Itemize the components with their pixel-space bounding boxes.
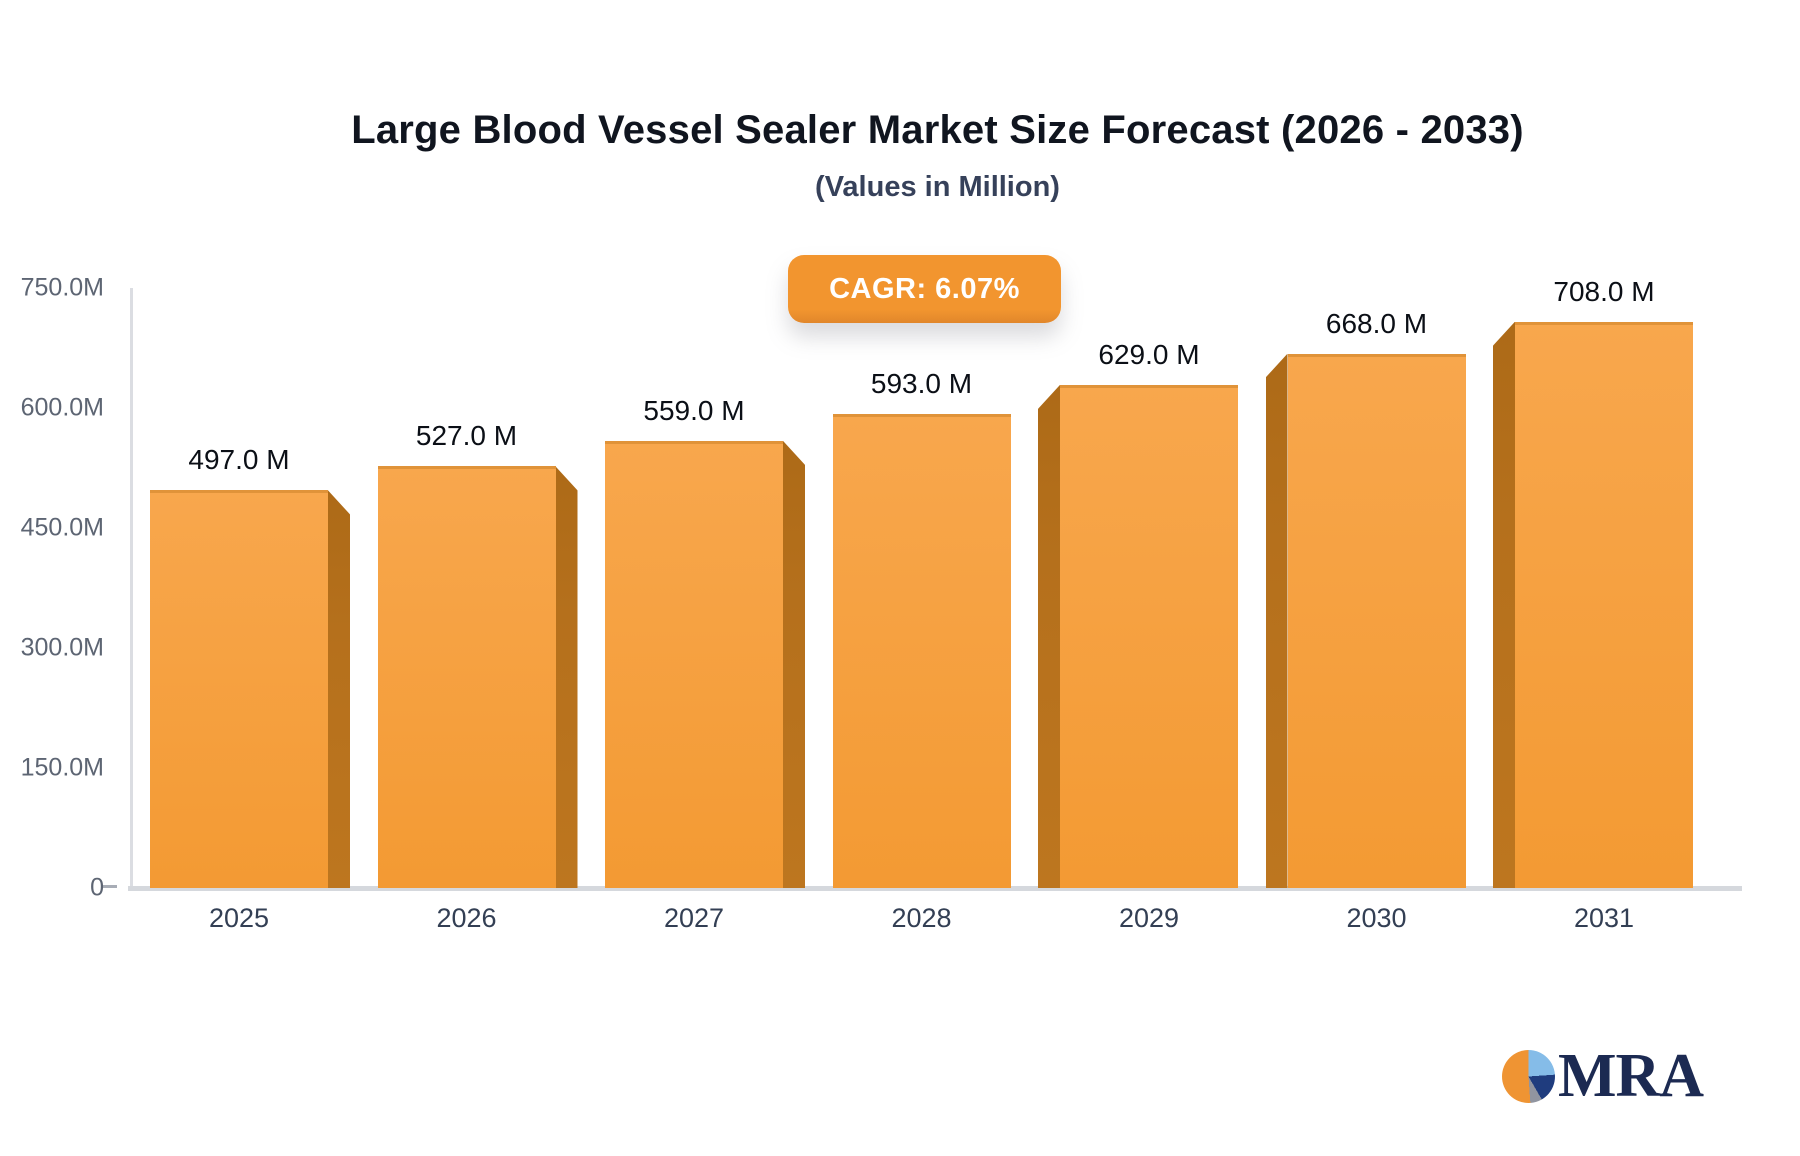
y-axis-tick-label: 0 (90, 873, 104, 902)
y-axis-tick-label: 300.0M (20, 633, 104, 662)
bar-2027[interactable] (605, 440, 783, 888)
x-axis-label-2029: 2029 (1118, 903, 1180, 933)
bar-2028[interactable] (832, 413, 1011, 888)
bar-value-label: 497.0 M (188, 444, 290, 476)
logo-text: MRA (1558, 1042, 1704, 1110)
y-axis-line (130, 288, 133, 891)
chart-header: Large Blood Vessel Sealer Market Size Fo… (133, 0, 1742, 204)
x-axis-line (128, 886, 1742, 891)
x-axis-label-2031: 2031 (1573, 903, 1635, 933)
bar-2027-side-face (783, 440, 805, 888)
mra-logo: MRA (1502, 1040, 1704, 1112)
cagr-badge-label: CAGR: 6.07% (829, 272, 1020, 305)
x-axis-label-2027: 2027 (663, 903, 725, 933)
x-axis-label-2030: 2030 (1346, 903, 1407, 933)
bar-2031-side-face (1493, 321, 1515, 888)
zero-tick-mark (101, 885, 117, 888)
pie-chart-icon (1502, 1049, 1555, 1103)
x-axis-label-2026: 2026 (436, 903, 497, 933)
bar-2026-side-face (555, 466, 578, 888)
x-axis-label-2028: 2028 (891, 903, 952, 933)
bar-value-label: 593.0 M (870, 367, 973, 399)
bar-2029-side-face (1038, 384, 1060, 888)
y-axis-tick-label: 450.0M (20, 513, 104, 542)
x-axis-label-2025: 2025 (208, 903, 270, 933)
y-axis-tick-label: 600.0M (20, 393, 104, 422)
bar-2025-side-face (328, 490, 350, 888)
bar-2031[interactable] (1515, 321, 1693, 888)
y-axis-tick-label: 150.0M (20, 753, 104, 782)
bar-2029[interactable] (1060, 384, 1238, 888)
bar-2030-side-face (1265, 353, 1288, 888)
cagr-badge: CAGR: 6.07% (788, 255, 1061, 323)
bar-2025[interactable] (150, 490, 328, 888)
bar-value-label: 527.0 M (415, 420, 518, 452)
bar-2026[interactable] (377, 466, 556, 888)
bar-2030[interactable] (1287, 353, 1466, 888)
plot-area: 497.0 M 527.0 M 559.0 M 593.0 M 629.0 M 668.0… (0, 276, 1800, 888)
bar-value-label: 629.0 M (1098, 338, 1200, 370)
bar-value-label: 559.0 M (643, 394, 745, 426)
bar-value-label: 708.0 M (1553, 275, 1655, 307)
chart-subtitle: (Values in Million) (815, 171, 1060, 203)
chart-title: Large Blood Vessel Sealer Market Size Fo… (351, 108, 1524, 152)
bar-value-label: 668.0 M (1325, 307, 1428, 339)
y-axis-tick-label: 750.0M (20, 273, 104, 302)
